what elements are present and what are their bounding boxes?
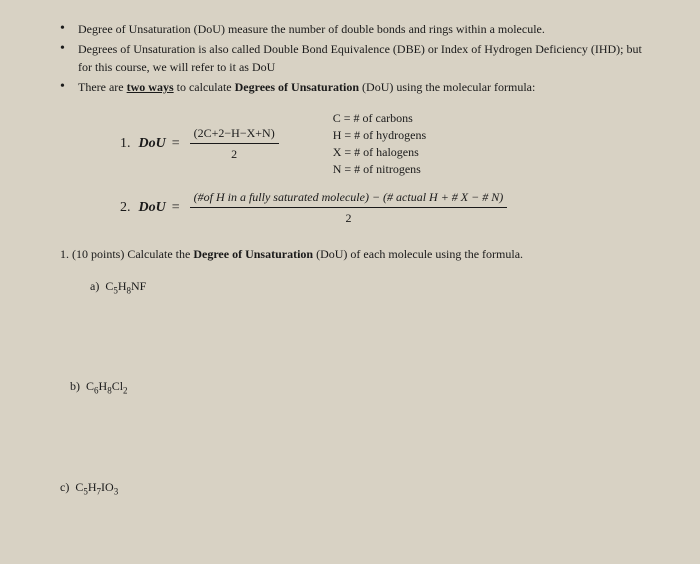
formula-1-index: 1. [120,133,131,154]
part-c: c) C5H7IO3 [60,478,650,499]
formulas-block: 1. DoU = (2C+2−H−X+N) 2 C = # of carbons… [60,110,650,226]
part-a-label: a) [90,279,99,293]
bullet-item: • Degree of Unsaturation (DoU) measure t… [60,20,650,38]
part-c-label: c) [60,480,69,494]
formula-1-row: 1. DoU = (2C+2−H−X+N) 2 C = # of carbons… [120,110,650,177]
legend-h: H = # of hydrogens [333,127,426,144]
variable-legend: C = # of carbons H = # of hydrogens X = … [333,110,426,177]
formula-1-fraction: (2C+2−H−X+N) 2 [190,124,279,163]
bullet-dot: • [60,78,78,96]
formula-1-den: 2 [231,144,237,163]
bullet-list: • Degree of Unsaturation (DoU) measure t… [60,20,650,96]
bullet-dot: • [60,20,78,38]
legend-x: X = # of halogens [333,144,426,161]
formula-2-index: 2. [120,197,131,218]
formula-2: 2. DoU = (#of H in a fully saturated mol… [120,188,511,227]
formula-2-num: (#of H in a fully saturated molecule) − … [190,188,508,208]
legend-c: C = # of carbons [333,110,426,127]
formula-2-row: 2. DoU = (#of H in a fully saturated mol… [120,188,650,227]
formula-2-fraction: (#of H in a fully saturated molecule) − … [190,188,508,227]
formula-1-eq: = [172,133,180,154]
bullet-text-2: Degrees of Unsaturation is also called D… [78,40,650,76]
question-1-text: Calculate the Degree of Unsaturation (Do… [127,247,523,261]
part-a-formula: C5H8NF [105,279,146,293]
part-b: b) C6H8Cl2 [70,377,650,398]
bullet-item: • Degrees of Unsaturation is also called… [60,40,650,76]
formula-1-lhs: DoU [139,133,166,154]
bullet-dot: • [60,40,78,76]
question-1: 1. (10 points) Calculate the Degree of U… [60,245,650,263]
bullet-text-3: There are two ways to calculate Degrees … [78,78,650,96]
part-c-formula: C5H7IO3 [75,480,118,494]
legend-n: N = # of nitrogens [333,161,426,178]
formula-2-eq: = [172,197,180,218]
formula-1: 1. DoU = (2C+2−H−X+N) 2 [120,124,283,163]
bullet-text-1: Degree of Unsaturation (DoU) measure the… [78,20,650,38]
formula-2-lhs: DoU [139,197,166,218]
formula-1-num: (2C+2−H−X+N) [190,124,279,144]
formula-2-den: 2 [345,208,351,227]
question-1-num: 1. (10 points) [60,247,127,261]
bullet-item: • There are two ways to calculate Degree… [60,78,650,96]
part-b-label: b) [70,379,80,393]
part-a: a) C5H8NF [90,277,650,298]
part-b-formula: C6H8Cl2 [86,379,128,393]
